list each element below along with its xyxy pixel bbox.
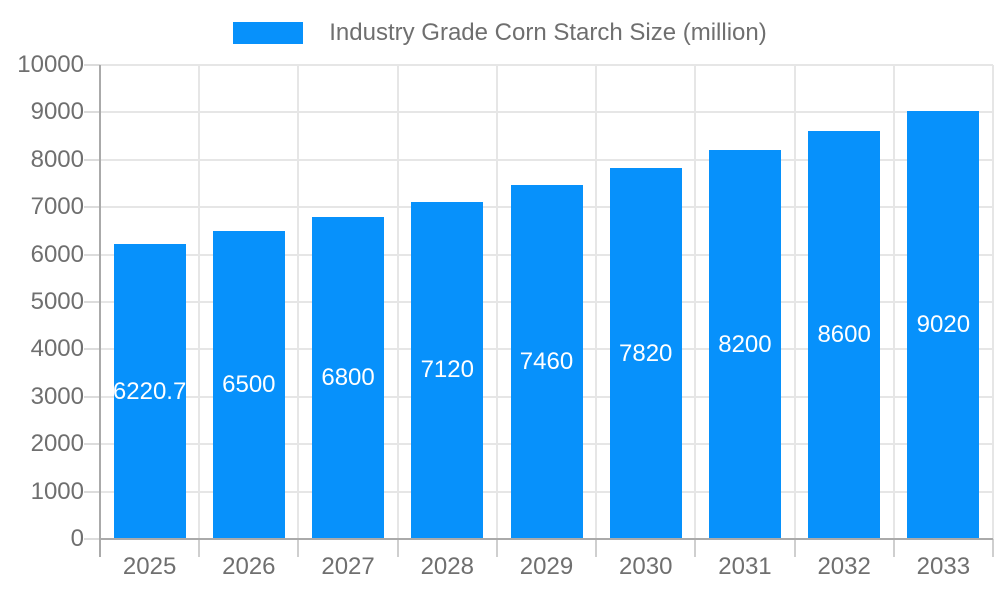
v-gridline (793, 65, 796, 539)
y-tick-mark (84, 395, 100, 398)
bar-value-label: 8600 (817, 321, 871, 349)
x-tick-mark (297, 539, 300, 557)
y-tick-mark (84, 490, 100, 493)
bar-value-label: 8200 (718, 330, 772, 358)
y-tick-mark (84, 443, 100, 446)
x-tick-mark (495, 539, 498, 557)
bar[interactable]: 6500 (212, 230, 285, 539)
h-gridline (100, 111, 993, 114)
legend-swatch (233, 22, 304, 44)
x-tick-mark (694, 539, 697, 557)
bar[interactable]: 6220.7 (112, 244, 187, 539)
v-gridline (892, 65, 895, 539)
x-tick-label: 2032 (817, 553, 871, 580)
y-tick-label: 10000 (17, 51, 84, 78)
x-tick-label: 2031 (718, 553, 772, 580)
x-tick-label: 2027 (321, 553, 375, 580)
bar[interactable]: 9020 (907, 111, 980, 539)
legend-label: Industry Grade Corn Starch Size (million… (329, 19, 767, 46)
bar[interactable]: 6800 (312, 216, 385, 539)
y-tick-mark (84, 538, 100, 540)
x-tick-mark (198, 539, 201, 557)
y-tick-label: 3000 (30, 382, 84, 410)
y-tick-label: 4000 (30, 335, 84, 363)
bar-value-label: 7120 (420, 356, 474, 384)
y-tick-label: 9000 (30, 98, 84, 126)
v-gridline (992, 65, 994, 539)
y-tick-label: 5000 (30, 288, 84, 315)
v-gridline (595, 65, 598, 539)
x-tick-mark (595, 539, 598, 557)
y-tick-mark (84, 253, 100, 256)
y-tick-label: 0 (70, 525, 84, 552)
x-tick-mark (992, 539, 994, 557)
h-gridline (100, 158, 993, 161)
bar[interactable]: 8200 (708, 150, 781, 539)
bar-value-label: 7820 (619, 339, 673, 367)
y-tick-mark (84, 64, 100, 66)
bar[interactable]: 8600 (808, 131, 881, 539)
y-tick-label: 1000 (30, 477, 84, 505)
y-tick-mark (84, 301, 100, 303)
v-gridline (396, 65, 399, 539)
x-tick-label: 2025 (122, 553, 177, 580)
x-tick-mark (892, 539, 895, 557)
y-tick-label: 7000 (30, 193, 84, 221)
bar-value-label: 6800 (321, 363, 375, 391)
bar-value-label: 6500 (222, 370, 276, 398)
h-gridline (100, 64, 993, 66)
y-tick-label: 6000 (30, 240, 84, 268)
bar[interactable]: 7820 (609, 168, 682, 539)
y-tick-mark (84, 206, 100, 209)
bar-value-label: 9020 (916, 311, 971, 339)
x-axis-line (100, 538, 993, 540)
bar[interactable]: 7460 (510, 185, 583, 539)
v-gridline (198, 65, 201, 539)
bar-value-label: 7460 (519, 348, 574, 376)
legend[interactable]: Industry Grade Corn Starch Size (million… (0, 16, 1000, 50)
x-tick-label: 2026 (222, 553, 276, 580)
y-tick-mark (84, 158, 100, 161)
x-tick-label: 2030 (619, 553, 673, 580)
x-tick-label: 2028 (420, 553, 474, 580)
y-tick-label: 2000 (30, 430, 84, 458)
bar[interactable]: 7120 (411, 201, 484, 539)
v-gridline (297, 65, 300, 539)
x-tick-mark (396, 539, 399, 557)
v-gridline (694, 65, 697, 539)
y-tick-label: 8000 (30, 145, 84, 173)
x-tick-label: 2029 (519, 553, 574, 580)
y-axis-line (99, 65, 101, 557)
x-tick-mark (793, 539, 796, 557)
bar-value-label: 6220.7 (112, 377, 187, 405)
y-tick-mark (84, 111, 100, 114)
x-tick-label: 2033 (916, 553, 971, 580)
y-tick-mark (84, 348, 100, 351)
v-gridline (495, 65, 498, 539)
